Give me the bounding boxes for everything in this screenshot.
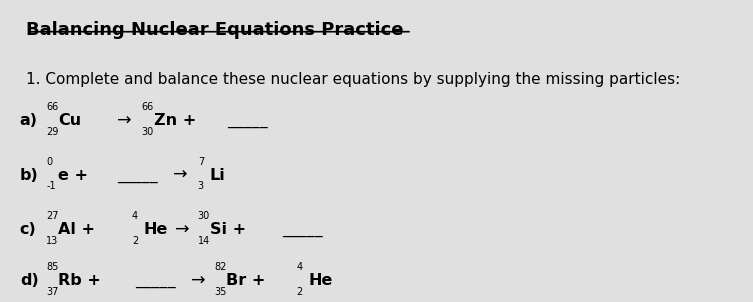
Text: 2: 2 <box>132 236 138 246</box>
Text: 4: 4 <box>297 262 303 272</box>
Text: He: He <box>144 222 168 237</box>
Text: _____: _____ <box>135 273 175 288</box>
Text: 35: 35 <box>214 287 227 297</box>
Text: _____: _____ <box>282 222 323 237</box>
Text: d): d) <box>20 273 38 288</box>
Text: -1: -1 <box>46 181 56 191</box>
Text: 30: 30 <box>142 127 154 137</box>
Text: →: → <box>172 166 187 184</box>
Text: 85: 85 <box>46 262 59 272</box>
Text: 3: 3 <box>198 181 204 191</box>
Text: 0: 0 <box>46 157 52 167</box>
Text: Si +: Si + <box>209 222 252 237</box>
Text: 37: 37 <box>46 287 59 297</box>
Text: 66: 66 <box>46 102 59 112</box>
Text: 66: 66 <box>142 102 154 112</box>
Text: 13: 13 <box>46 236 59 246</box>
Text: Rb +: Rb + <box>58 273 106 288</box>
Text: →: → <box>117 112 132 130</box>
Text: a): a) <box>20 113 38 128</box>
Text: Br +: Br + <box>226 273 271 288</box>
Text: 4: 4 <box>132 211 138 221</box>
Text: 2: 2 <box>297 287 303 297</box>
Text: 29: 29 <box>46 127 59 137</box>
Text: Cu: Cu <box>58 113 81 128</box>
Text: He: He <box>309 273 333 288</box>
Text: b): b) <box>20 168 38 183</box>
Text: Al +: Al + <box>58 222 101 237</box>
Text: →: → <box>175 220 189 239</box>
Text: Balancing Nuclear Equations Practice: Balancing Nuclear Equations Practice <box>26 21 404 39</box>
Text: 30: 30 <box>198 211 210 221</box>
Text: 1. Complete and balance these nuclear equations by supplying the missing particl: 1. Complete and balance these nuclear eq… <box>26 72 681 88</box>
Text: 82: 82 <box>214 262 227 272</box>
Text: 14: 14 <box>198 236 210 246</box>
Text: 27: 27 <box>46 211 59 221</box>
Text: 7: 7 <box>198 157 204 167</box>
Text: e +: e + <box>58 168 93 183</box>
Text: c): c) <box>20 222 36 237</box>
Text: →: → <box>191 272 206 290</box>
Text: Li: Li <box>209 168 225 183</box>
Text: Zn +: Zn + <box>154 113 201 128</box>
Text: _____: _____ <box>227 113 268 128</box>
Text: _____: _____ <box>117 168 158 183</box>
